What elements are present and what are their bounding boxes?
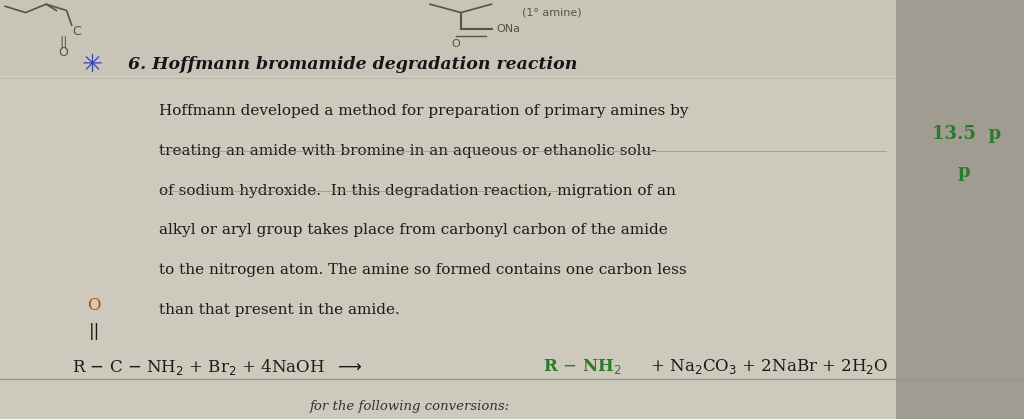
Text: 13.5  p: 13.5 p <box>932 125 1001 143</box>
Text: R $-$ C $-$ NH$_2$ + Br$_2$ + 4NaOH  $\longrightarrow$: R $-$ C $-$ NH$_2$ + Br$_2$ + 4NaOH $\lo… <box>72 357 372 377</box>
Text: ONa: ONa <box>497 24 520 34</box>
Text: than that present in the amide.: than that present in the amide. <box>159 303 399 317</box>
Bar <box>0 0 896 75</box>
Text: O: O <box>452 39 460 49</box>
Text: Hoffmann developed a method for preparation of primary amines by: Hoffmann developed a method for preparat… <box>159 104 688 118</box>
Text: + Na$_2$CO$_3$ + 2NaBr + 2H$_2$O: + Na$_2$CO$_3$ + 2NaBr + 2H$_2$O <box>645 357 889 376</box>
Bar <box>896 0 1024 419</box>
Text: (1° amine): (1° amine) <box>522 8 582 18</box>
Text: ✳: ✳ <box>82 53 102 77</box>
Text: ||: || <box>89 323 99 339</box>
Text: O: O <box>58 46 69 59</box>
Bar <box>0 0 896 419</box>
Text: p: p <box>957 163 970 181</box>
Text: alkyl or aryl group takes place from carbonyl carbon of the amide: alkyl or aryl group takes place from car… <box>159 223 668 238</box>
Text: treating an amide with bromine in an aqueous or ethanolic solu-: treating an amide with bromine in an aqu… <box>159 144 656 158</box>
Text: C: C <box>73 25 81 38</box>
Text: 6. Hoffmann bromamide degradation reaction: 6. Hoffmann bromamide degradation reacti… <box>128 57 578 73</box>
Text: ||: || <box>59 35 68 49</box>
Text: R $-$ NH$_2$: R $-$ NH$_2$ <box>543 357 622 376</box>
Text: to the nitrogen atom. The amine so formed contains one carbon less: to the nitrogen atom. The amine so forme… <box>159 263 686 277</box>
Text: of sodium hydroxide.  In this degradation reaction, migration of an: of sodium hydroxide. In this degradation… <box>159 184 676 198</box>
Text: for the following conversions:: for the following conversions: <box>309 400 510 413</box>
Text: O: O <box>87 297 101 314</box>
